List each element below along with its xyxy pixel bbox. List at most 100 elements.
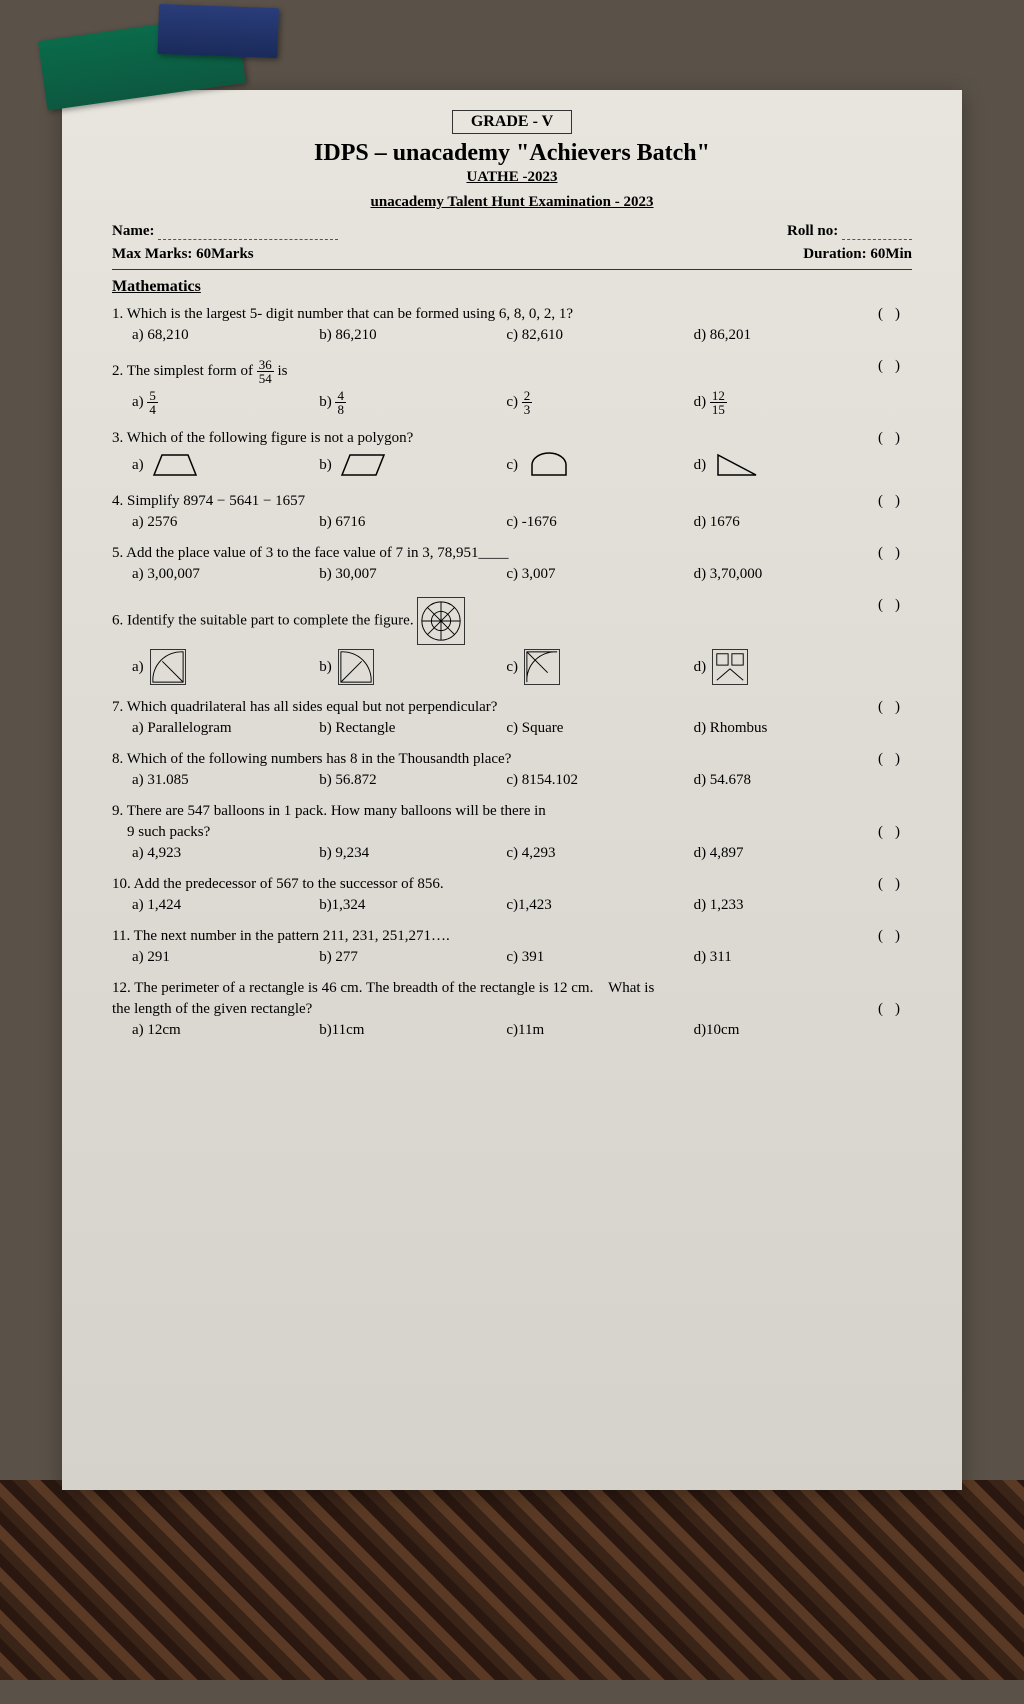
q9-b: b) 9,234 [319, 845, 506, 862]
q12: 12. The perimeter of a rectangle is 46 c… [112, 980, 912, 997]
q5-c: c) 3,007 [506, 566, 693, 583]
q9-line2: 9 such packs? () [112, 824, 912, 841]
q7-b: b) Rectangle [319, 720, 506, 737]
q6-b: b) [319, 649, 506, 685]
q2-a: a) 54 [132, 389, 319, 416]
q1-b: b) 86,210 [319, 327, 506, 344]
trapezoid-icon [150, 451, 200, 479]
q6: 6. Identify the suitable part to complet… [112, 597, 912, 645]
q1: 1. Which is the largest 5- digit number … [112, 306, 912, 323]
q11-a: a) 291 [132, 949, 319, 966]
q8-a: a) 31.085 [132, 772, 319, 789]
q4-text: 4. Simplify 8974 − 5641 − 1657 [112, 493, 305, 509]
section-title: Mathematics [112, 278, 912, 296]
semicircle-rect-icon [524, 451, 574, 479]
q10-text: 10. Add the predecessor of 567 to the su… [112, 876, 444, 892]
marks-label: Max Marks: 60Marks [112, 246, 254, 263]
q11-text: 11. The next number in the pattern 211, … [112, 928, 450, 944]
q4-options: a) 2576 b) 6716 c) -1676 d) 1676 [132, 514, 912, 535]
name-roll-row: Name: Roll no: [112, 223, 912, 240]
roll-label: Roll no: [787, 223, 838, 239]
q8-d: d) 54.678 [694, 772, 881, 789]
q9-d: d) 4,897 [694, 845, 881, 862]
q2-c: c) 23 [506, 389, 693, 416]
q2-paren: () [878, 358, 912, 375]
q7-text: 7. Which quadrilateral has all sides equ… [112, 699, 497, 715]
q12-d: d)10cm [694, 1022, 881, 1039]
blue-book [157, 4, 279, 58]
parallelogram-icon [338, 451, 388, 479]
roll-blank [842, 226, 912, 240]
q3-text: 3. Which of the following figure is not … [112, 430, 413, 446]
q12-options: a) 12cm b)11cm c)11m d)10cm [132, 1022, 912, 1043]
q12-b: b)11cm [319, 1022, 506, 1039]
q10-b: b)1,324 [319, 897, 506, 914]
q11-paren: () [878, 928, 912, 945]
q9-text: 9. There are 547 balloons in 1 pack. How… [112, 803, 546, 819]
q7-options: a) Parallelogram b) Rectangle c) Square … [132, 720, 912, 741]
q12-a: a) 12cm [132, 1022, 319, 1039]
marks-duration-row: Max Marks: 60Marks Duration: 60Min [112, 246, 912, 263]
q5-b: b) 30,007 [319, 566, 506, 583]
q9-a: a) 4,923 [132, 845, 319, 862]
q3-b: b) [319, 451, 506, 479]
q1-c: c) 82,610 [506, 327, 693, 344]
duration-label: Duration: 60Min [803, 246, 912, 263]
q1-options: a) 68,210 b) 86,210 c) 82,610 d) 86,201 [132, 327, 912, 348]
q4-b: b) 6716 [319, 514, 506, 531]
q4-a: a) 2576 [132, 514, 319, 531]
grade-box: GRADE - V [452, 110, 572, 134]
q8-text: 8. Which of the following numbers has 8 … [112, 751, 511, 767]
q2-prefix: 2. The simplest form of [112, 363, 257, 379]
q3-a: a) [132, 451, 319, 479]
q6-text: 6. Identify the suitable part to complet… [112, 612, 414, 628]
q7-d: d) Rhombus [694, 720, 881, 737]
q10-c: c)1,423 [506, 897, 693, 914]
q6-opt-c-icon [524, 649, 560, 685]
q6-opt-b-icon [338, 649, 374, 685]
q2-b: b) 48 [319, 389, 506, 416]
q4: 4. Simplify 8974 − 5641 − 1657 () [112, 493, 912, 510]
q2-options: a) 54 b) 48 c) 23 d) 1215 [132, 389, 912, 420]
q5-paren: () [878, 545, 912, 562]
q6-options: a) b) c) d) [132, 649, 912, 689]
q8-options: a) 31.085 b) 56.872 c) 8154.102 d) 54.67… [132, 772, 912, 793]
q8: 8. Which of the following numbers has 8 … [112, 751, 912, 768]
q11: 11. The next number in the pattern 211, … [112, 928, 912, 945]
q6-opt-d-icon [712, 649, 748, 685]
q10: 10. Add the predecessor of 567 to the su… [112, 876, 912, 893]
name-label: Name: [112, 223, 154, 239]
q11-options: a) 291 b) 277 c) 391 d) 311 [132, 949, 912, 970]
q11-d: d) 311 [694, 949, 881, 966]
q6-c: c) [506, 649, 693, 685]
q5-d: d) 3,70,000 [694, 566, 881, 583]
q6-opt-a-icon [150, 649, 186, 685]
q2: 2. The simplest form of 3654 is () [112, 358, 912, 385]
q10-a: a) 1,424 [132, 897, 319, 914]
q4-d: d) 1676 [694, 514, 881, 531]
q2-d: d) 1215 [694, 389, 881, 416]
q10-paren: () [878, 876, 912, 893]
q9-paren: () [878, 824, 912, 841]
divider [112, 269, 912, 270]
exam-title: unacademy Talent Hunt Examination - 2023 [112, 194, 912, 211]
exam-page: GRADE - V IDPS – unacademy "Achievers Ba… [62, 90, 962, 1490]
q12-line2: the length of the given rectangle? () [112, 1001, 912, 1018]
q7-c: c) Square [506, 720, 693, 737]
q12-text: 12. The perimeter of a rectangle is 46 c… [112, 980, 654, 996]
grade-row: GRADE - V [112, 110, 912, 134]
q10-d: d) 1,233 [694, 897, 881, 914]
q3-options: a) b) c) d) [132, 451, 912, 483]
q3-paren: () [878, 430, 912, 447]
q2-frac: 3654 [257, 358, 274, 385]
q7-a: a) Parallelogram [132, 720, 319, 737]
q1-a: a) 68,210 [132, 327, 319, 344]
name-blank [158, 226, 338, 240]
q5-text: 5. Add the place value of 3 to the face … [112, 545, 509, 561]
carpet-background [0, 1480, 1024, 1680]
q6-paren: () [878, 597, 912, 614]
q5-a: a) 3,00,007 [132, 566, 319, 583]
q11-b: b) 277 [319, 949, 506, 966]
q3-c: c) [506, 451, 693, 479]
q1-d: d) 86,201 [694, 327, 881, 344]
